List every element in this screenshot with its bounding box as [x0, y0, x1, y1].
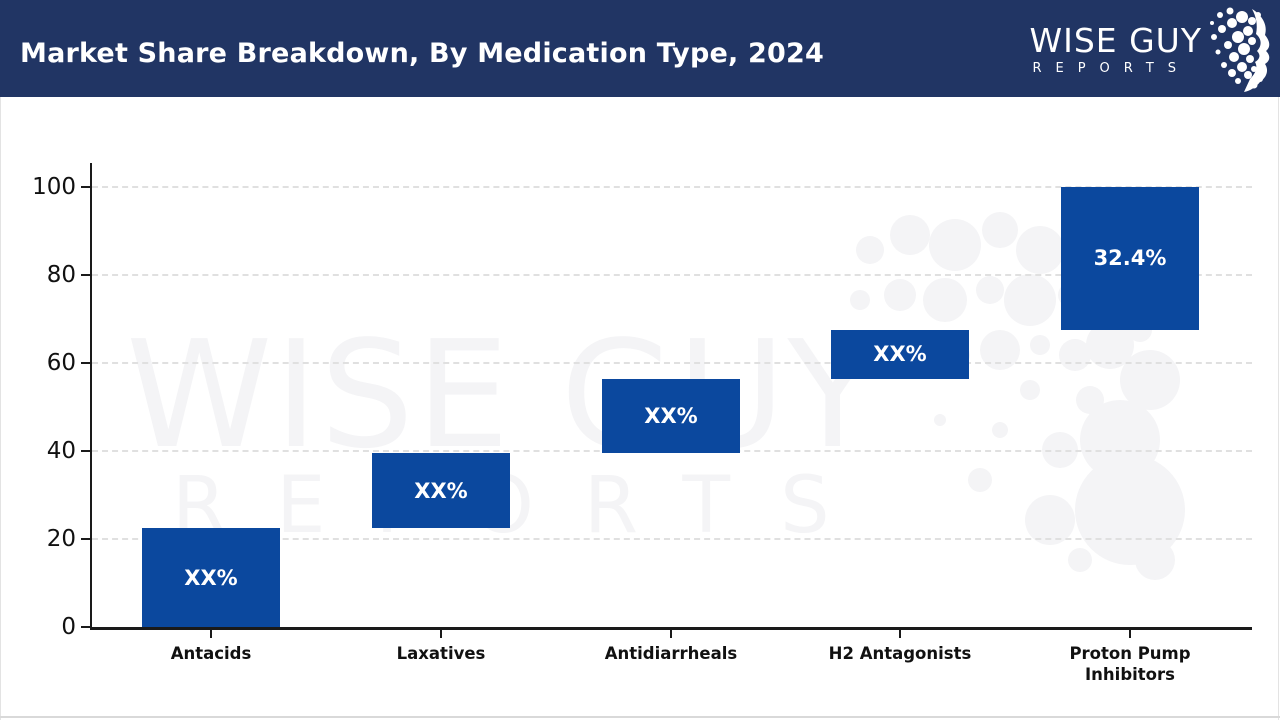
chart-title: Market Share Breakdown, By Medication Ty…: [20, 38, 825, 69]
x-category-label-proton-pump-inhibitors: Proton Pump Inhibitors: [1069, 644, 1191, 684]
gridline-20: [92, 538, 1252, 540]
page-left-border: [0, 97, 1, 720]
gridline-60: [92, 362, 1252, 364]
x-category-label-h2-antagonists: H2 Antagonists: [828, 644, 972, 663]
x-tick-mark-h2-antagonists: [899, 630, 901, 638]
y-tick-mark-0: [81, 626, 90, 628]
y-tick-mark-60: [81, 362, 90, 364]
brand-name: WISE GUY: [1029, 21, 1202, 60]
x-tick-mark-laxatives: [440, 630, 442, 638]
header-band: Market Share Breakdown, By Medication Ty…: [0, 0, 1280, 97]
brand-logo-text: WISE GUY REPORTS: [1029, 21, 1202, 77]
bar-value-label-h2-antagonists: XX%: [873, 342, 927, 367]
y-tick-label-60: 60: [46, 350, 76, 376]
brand-subtitle: REPORTS: [1032, 61, 1191, 76]
bar-proton-pump-inhibitors: [1061, 187, 1199, 330]
gridline-80: [92, 274, 1252, 276]
bar-h2-antagonists: [831, 329, 969, 379]
bar-antidiarrheals: [602, 378, 740, 454]
y-tick-mark-100: [81, 186, 90, 188]
y-tick-label-100: 100: [32, 174, 76, 200]
y-tick-mark-40: [81, 450, 90, 452]
gridline-100: [92, 186, 1252, 188]
y-tick-label-0: 0: [61, 614, 76, 640]
x-axis-spine: [90, 627, 1252, 630]
y-tick-mark-80: [81, 274, 90, 276]
y-tick-label-80: 80: [46, 262, 76, 288]
x-category-label-antacids: Antacids: [170, 644, 252, 663]
brand-face-dots-icon: [1210, 7, 1270, 92]
bar-laxatives: [372, 453, 510, 528]
bar-value-label-laxatives: XX%: [414, 478, 468, 503]
x-category-label-laxatives: Laxatives: [396, 644, 486, 663]
bar-value-label-proton-pump-inhibitors: 32.4%: [1093, 246, 1167, 271]
bar-antacids: [142, 528, 280, 627]
y-tick-mark-20: [81, 538, 90, 540]
x-tick-mark-antacids: [210, 630, 212, 638]
watermark-text-line1: WISE GUY: [126, 309, 880, 481]
y-axis-spine: [90, 163, 92, 629]
y-tick-label-40: 40: [46, 438, 76, 464]
brand-logo: WISE GUY REPORTS: [1029, 5, 1272, 93]
bar-value-label-antidiarrheals: XX%: [644, 404, 698, 429]
page-bottom-border: [0, 716, 1280, 718]
bar-value-label-antacids: XX%: [184, 565, 238, 590]
page-right-border: [1278, 97, 1279, 720]
x-tick-mark-proton-pump-inhibitors: [1129, 630, 1131, 638]
y-tick-label-20: 20: [46, 526, 76, 552]
chart-area: WISE GUY REPORTS: [0, 97, 1280, 720]
x-tick-mark-antidiarrheals: [670, 630, 672, 638]
x-category-label-antidiarrheals: Antidiarrheals: [604, 644, 738, 663]
